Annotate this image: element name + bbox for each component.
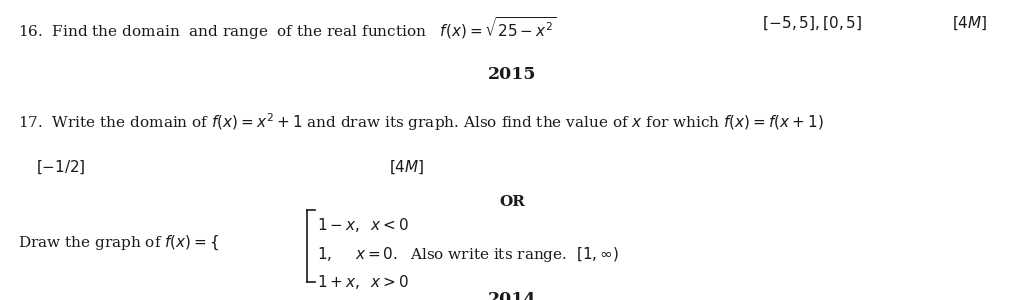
Text: $[-1/2]$: $[-1/2]$ bbox=[36, 159, 85, 176]
Text: 17.  Write the domain of $f(x) = x^2 + 1$ and draw its graph. Also find the valu: 17. Write the domain of $f(x) = x^2 + 1$… bbox=[18, 111, 824, 133]
Text: $[4M]$: $[4M]$ bbox=[389, 159, 425, 176]
Text: $1-x,\;\; x < 0$: $1-x,\;\; x < 0$ bbox=[317, 216, 410, 234]
Text: $[4M]$: $[4M]$ bbox=[952, 15, 988, 32]
Text: $[-5,5],[0,5]$: $[-5,5],[0,5]$ bbox=[753, 15, 862, 32]
Text: 2014: 2014 bbox=[487, 291, 537, 300]
Text: 16.  Find the domain  and range  of the real function   $f(x)=\sqrt{25-x^2}$: 16. Find the domain and range of the rea… bbox=[18, 15, 557, 42]
Text: Draw the graph of $f(x) = \{$: Draw the graph of $f(x) = \{$ bbox=[18, 234, 220, 252]
Text: $1+x,\;\; x > 0$: $1+x,\;\; x > 0$ bbox=[317, 273, 410, 291]
Text: 2015: 2015 bbox=[487, 66, 537, 83]
Text: OR: OR bbox=[499, 195, 525, 209]
Text: $1,\;\;\;\;\; x = 0.$  Also write its range.  $[1, \infty)$: $1,\;\;\;\;\; x = 0.$ Also write its ran… bbox=[317, 244, 620, 263]
